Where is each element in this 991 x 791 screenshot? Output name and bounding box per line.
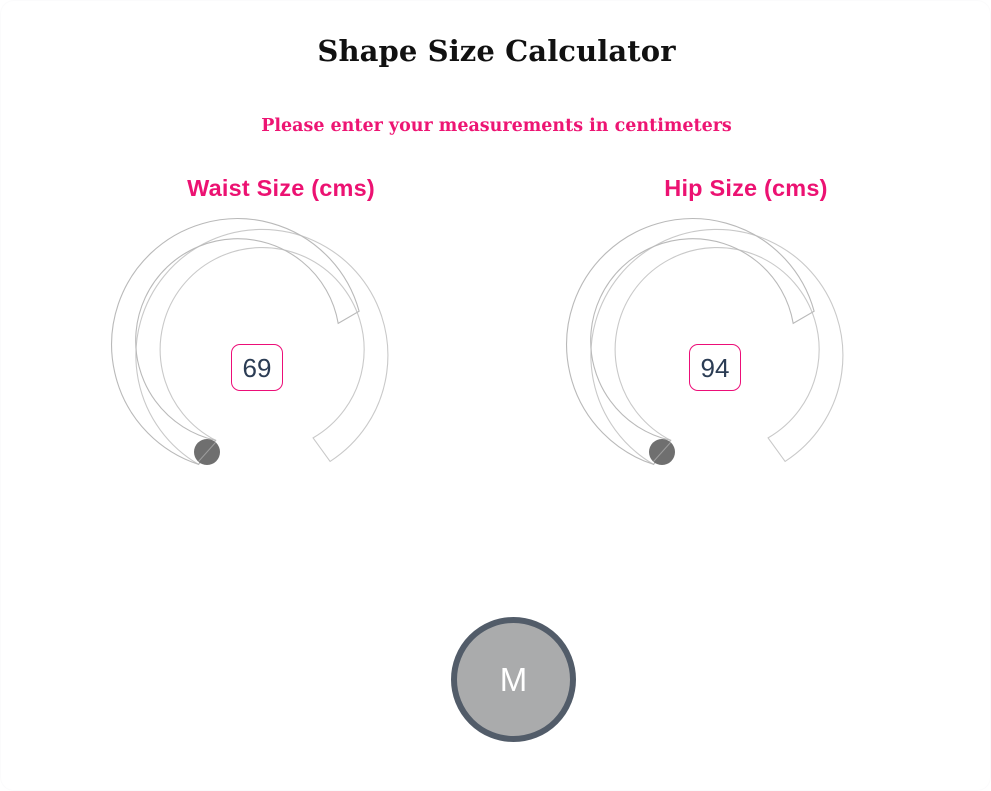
hip-value-input[interactable]: 94 <box>689 344 741 391</box>
circular-slider-waist[interactable]: 69 <box>111 218 401 501</box>
gauge-progress-outline-waist <box>111 218 360 466</box>
gauge-label-waist: Waist Size (cms) <box>187 175 375 201</box>
gauge-arc-waist[interactable] <box>111 218 401 501</box>
result-size-badge: M <box>451 617 576 742</box>
waist-value-text: 69 <box>242 352 272 383</box>
waist-value-input[interactable]: 69 <box>231 344 283 391</box>
page-title: Shape Size Calculator <box>317 34 676 68</box>
instruction-text: Please enter your measurements in centim… <box>261 116 732 136</box>
gauge-arc-hip[interactable] <box>566 218 856 501</box>
gauge-handle-highlight-waist <box>198 442 216 462</box>
hip-value-text: 94 <box>700 352 730 383</box>
gauge-group-hip: Hip Size (cms) 94 <box>566 171 916 501</box>
circular-slider-hip[interactable]: 94 <box>566 218 856 501</box>
gauge-track-outline-waist <box>135 228 389 466</box>
gauge-group-waist: Waist Size (cms) 69 <box>111 171 451 501</box>
gauge-handle-highlight-hip <box>653 442 671 462</box>
gauge-track-outline-hip <box>590 228 844 466</box>
result-size-label: M <box>499 661 528 698</box>
gauge-progress-outline-hip <box>566 218 815 466</box>
gauge-label-hip: Hip Size (cms) <box>664 175 828 201</box>
